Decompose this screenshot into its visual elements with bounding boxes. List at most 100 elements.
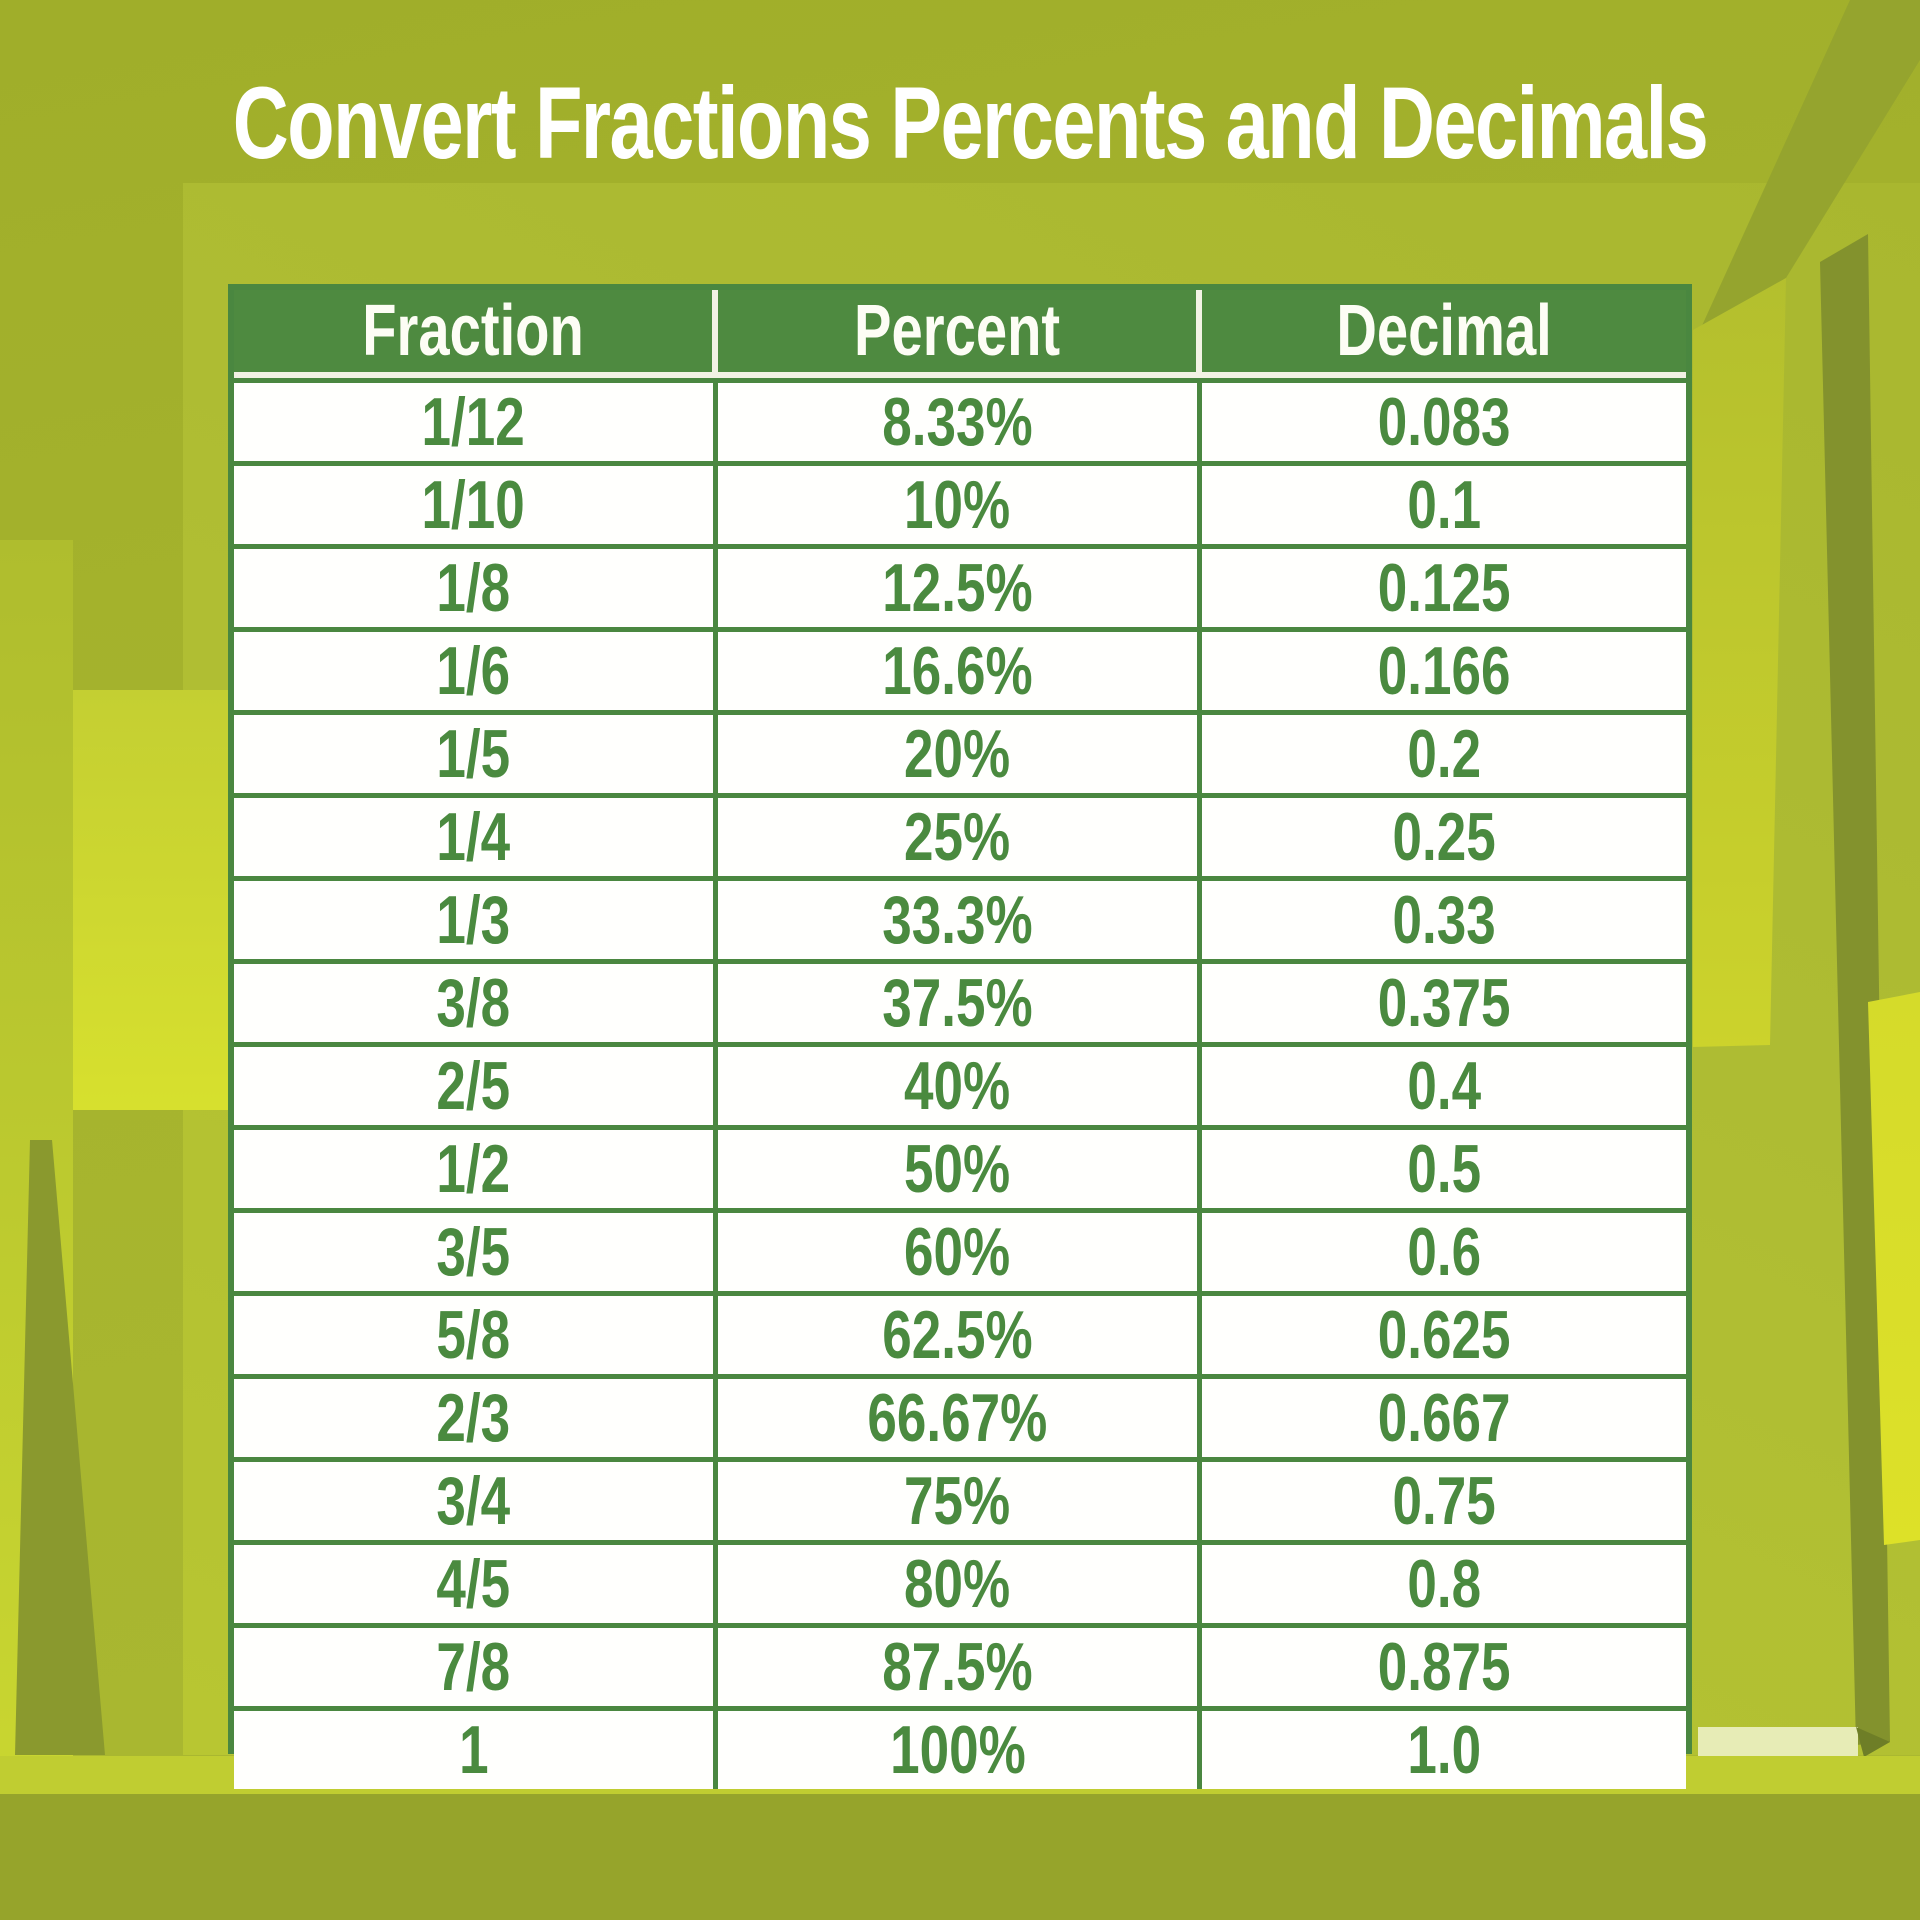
decimal-value: 0.2 (1407, 716, 1481, 792)
fraction-value: 7/8 (436, 1629, 511, 1705)
percent-cell: 80% (718, 1545, 1202, 1628)
fraction-cell: 1 (234, 1711, 718, 1789)
header-label: Decimal (1336, 291, 1552, 371)
percent-value: 100% (889, 1712, 1026, 1788)
percent-cell: 8.33% (718, 378, 1202, 466)
table-row: 3/4 75% 0.75 (234, 1462, 1686, 1545)
fraction-value: 1/12 (421, 384, 526, 460)
fraction-cell: 7/8 (234, 1628, 718, 1711)
percent-cell: 20% (718, 715, 1202, 798)
decimal-value: 0.4 (1407, 1048, 1481, 1124)
table-row: 1/6 16.6% 0.166 (234, 632, 1686, 715)
decimal-value: 0.667 (1377, 1380, 1511, 1456)
fraction-cell: 1/5 (234, 715, 718, 798)
table-row: 1/3 33.3% 0.33 (234, 881, 1686, 964)
fraction-value: 1/3 (436, 882, 511, 958)
decimal-cell: 0.4 (1202, 1047, 1686, 1130)
page-title: Convert Fractions Percents and Decimals (0, 66, 1920, 180)
table-row: 5/8 62.5% 0.625 (234, 1296, 1686, 1379)
decimal-cell: 0.625 (1202, 1296, 1686, 1379)
table-row: 3/8 37.5% 0.375 (234, 964, 1686, 1047)
percent-cell: 60% (718, 1213, 1202, 1296)
background-left-highlight-square (73, 690, 228, 1110)
decimal-cell: 0.667 (1202, 1379, 1686, 1462)
percent-value: 33.3% (882, 882, 1033, 958)
decimal-value: 1.0 (1407, 1712, 1481, 1788)
fraction-cell: 3/5 (234, 1213, 718, 1296)
conversion-table: Fraction Percent Decimal 1/12 8.33% 0.08… (228, 284, 1692, 1789)
decimal-cell: 0.1 (1202, 466, 1686, 549)
fraction-cell: 2/3 (234, 1379, 718, 1462)
fraction-cell: 3/8 (234, 964, 718, 1047)
percent-value: 62.5% (882, 1297, 1033, 1373)
fraction-value: 1/4 (436, 799, 511, 875)
decimal-value: 0.6 (1407, 1214, 1481, 1290)
percent-value: 8.33% (882, 384, 1033, 460)
percent-value: 75% (904, 1463, 1011, 1539)
percent-value: 40% (904, 1048, 1011, 1124)
table-row: 7/8 87.5% 0.875 (234, 1628, 1686, 1711)
percent-value: 87.5% (882, 1629, 1033, 1705)
decimal-cell: 0.5 (1202, 1130, 1686, 1213)
table-row: 4/5 80% 0.8 (234, 1545, 1686, 1628)
decimal-value: 0.375 (1377, 965, 1511, 1041)
percent-cell: 33.3% (718, 881, 1202, 964)
table-row: 1/8 12.5% 0.125 (234, 549, 1686, 632)
fraction-cell: 5/8 (234, 1296, 718, 1379)
fraction-cell: 1/10 (234, 466, 718, 549)
percent-cell: 10% (718, 466, 1202, 549)
fraction-value: 5/8 (436, 1297, 511, 1373)
percent-cell: 100% (718, 1711, 1202, 1789)
percent-cell: 62.5% (718, 1296, 1202, 1379)
fraction-value: 4/5 (436, 1546, 511, 1622)
percent-cell: 37.5% (718, 964, 1202, 1047)
percent-cell: 25% (718, 798, 1202, 881)
percent-cell: 75% (718, 1462, 1202, 1545)
percent-cell: 66.67% (718, 1379, 1202, 1462)
table-row: 1/10 10% 0.1 (234, 466, 1686, 549)
decimal-cell: 0.2 (1202, 715, 1686, 798)
decimal-cell: 0.75 (1202, 1462, 1686, 1545)
header-cell-decimal: Decimal (1202, 290, 1686, 378)
table-row: 1/4 25% 0.25 (234, 798, 1686, 881)
percent-value: 37.5% (882, 965, 1033, 1041)
percent-value: 10% (904, 467, 1011, 543)
decimal-value: 0.166 (1377, 633, 1511, 709)
percent-value: 66.67% (867, 1380, 1048, 1456)
header-cell-fraction: Fraction (234, 290, 718, 378)
fraction-value: 1/2 (436, 1131, 511, 1207)
fraction-value: 3/8 (436, 965, 511, 1041)
percent-cell: 16.6% (718, 632, 1202, 715)
percent-cell: 12.5% (718, 549, 1202, 632)
decimal-value: 0.875 (1377, 1629, 1511, 1705)
percent-cell: 50% (718, 1130, 1202, 1213)
fraction-value: 3/5 (436, 1214, 511, 1290)
fraction-value: 2/3 (436, 1380, 511, 1456)
fraction-cell: 3/4 (234, 1462, 718, 1545)
table-row: 1/2 50% 0.5 (234, 1130, 1686, 1213)
fraction-cell: 2/5 (234, 1047, 718, 1130)
decimal-value: 0.125 (1377, 550, 1511, 626)
decimal-cell: 0.083 (1202, 378, 1686, 466)
table-row: 3/5 60% 0.6 (234, 1213, 1686, 1296)
decimal-cell: 0.375 (1202, 964, 1686, 1047)
percent-cell: 87.5% (718, 1628, 1202, 1711)
decimal-cell: 0.8 (1202, 1545, 1686, 1628)
header-cell-percent: Percent (718, 290, 1202, 378)
page-title-text: Convert Fractions Percents and Decimals (232, 66, 1709, 180)
decimal-value: 0.33 (1392, 882, 1496, 958)
decimal-value: 0.083 (1377, 384, 1511, 460)
percent-value: 60% (904, 1214, 1011, 1290)
percent-value: 80% (904, 1546, 1011, 1622)
fraction-cell: 1/4 (234, 798, 718, 881)
header-label: Fraction (362, 291, 584, 371)
decimal-value: 0.8 (1407, 1546, 1481, 1622)
percent-value: 20% (904, 716, 1011, 792)
fraction-cell: 1/8 (234, 549, 718, 632)
decimal-value: 0.5 (1407, 1131, 1481, 1207)
decimal-cell: 0.166 (1202, 632, 1686, 715)
background-bottom-dark-band (0, 1794, 1920, 1920)
percent-value: 50% (904, 1131, 1011, 1207)
percent-value: 25% (904, 799, 1011, 875)
